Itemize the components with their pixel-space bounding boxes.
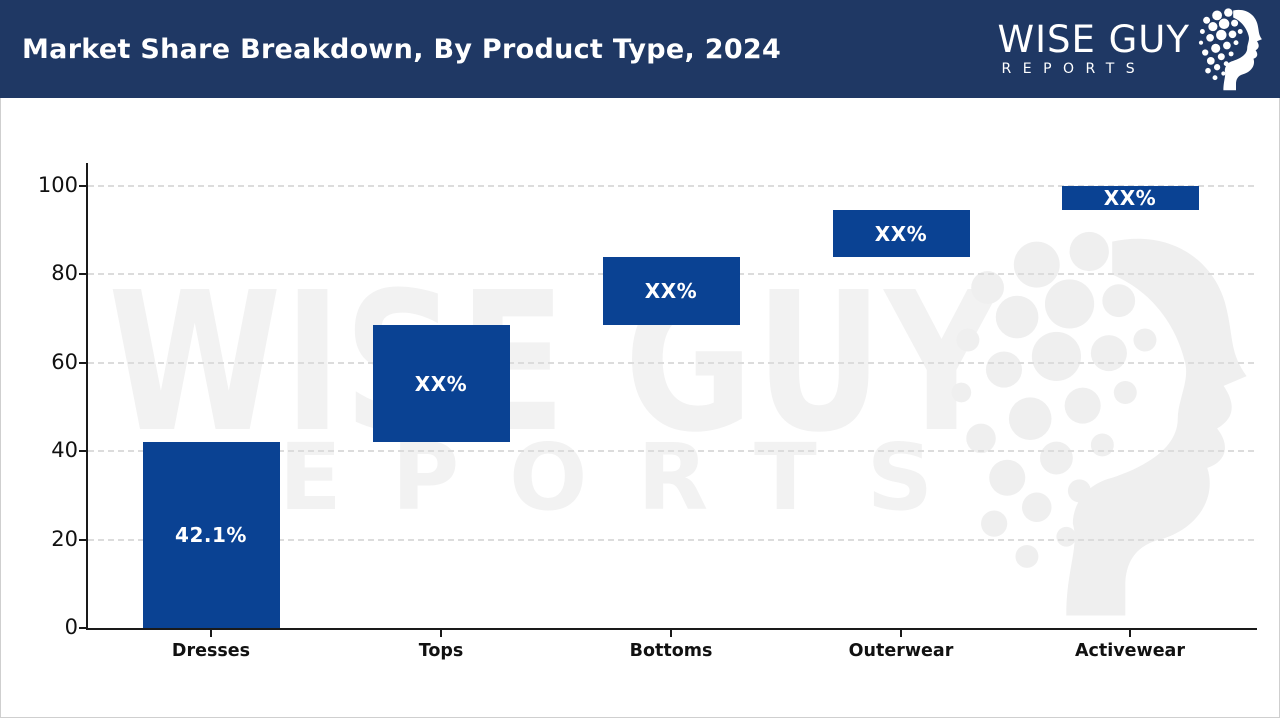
bar-bottoms: XX% <box>602 256 740 326</box>
watermark-sub-text: REPORTS <box>158 424 984 531</box>
y-tick-mark-20 <box>79 538 86 541</box>
x-tick-label-activewear: Activewear <box>1074 641 1186 661</box>
y-tick-mark-60 <box>79 361 86 364</box>
bar-tops: XX% <box>372 325 510 442</box>
wiseguy-logo: WISE GUY REPORTS <box>998 5 1264 93</box>
x-axis <box>86 628 1257 630</box>
x-tick-mark-tops <box>440 630 442 637</box>
y-tick-mark-80 <box>79 273 86 276</box>
logo-brand-text: WISE GUY <box>997 18 1190 61</box>
y-tick-label-60: 60 <box>51 349 78 374</box>
x-tick-mark-bottoms <box>670 630 672 637</box>
y-tick-label-40: 40 <box>51 438 78 463</box>
bar-value-label: XX% <box>414 371 468 396</box>
bar-activewear: XX% <box>1061 186 1199 211</box>
x-tick-mark-outerwear <box>900 630 902 637</box>
y-axis <box>86 163 88 630</box>
y-tick-label-20: 20 <box>51 526 78 551</box>
gridline-40 <box>88 450 1257 453</box>
bar-value-label: XX% <box>1103 186 1157 211</box>
y-tick-label-100: 100 <box>37 173 78 197</box>
header: Market Share Breakdown, By Product Type,… <box>0 0 1280 98</box>
watermark-head-icon <box>951 231 1247 616</box>
wiseguy-head-icon <box>1198 8 1262 91</box>
logo-text: WISE GUY REPORTS <box>998 21 1190 77</box>
x-tick-label-tops: Tops <box>418 641 464 661</box>
page-title: Market Share Breakdown, By Product Type,… <box>22 33 782 65</box>
x-tick-label-dresses: Dresses <box>171 641 251 661</box>
x-tick-mark-dresses <box>210 630 212 637</box>
y-tick-label-80: 80 <box>51 261 78 286</box>
y-tick-mark-0 <box>79 627 86 629</box>
gridline-60 <box>88 361 1257 364</box>
gridline-20 <box>88 538 1257 541</box>
bar-dresses: 42.1% <box>142 441 280 628</box>
gridline-100 <box>88 185 1257 187</box>
y-tick-mark-40 <box>79 450 86 453</box>
y-tick-label-0: 0 <box>64 615 78 639</box>
bar-value-label: 42.1% <box>175 522 247 547</box>
bar-value-label: XX% <box>874 221 928 246</box>
x-tick-mark-activewear <box>1129 630 1131 637</box>
x-tick-label-bottoms: Bottoms <box>629 641 713 661</box>
logo-sub-text: REPORTS <box>1001 61 1147 77</box>
bar-outerwear: XX% <box>832 210 970 257</box>
y-tick-mark-100 <box>79 185 86 187</box>
x-tick-label-outerwear: Outerwear <box>848 641 954 661</box>
bar-value-label: XX% <box>644 278 698 303</box>
